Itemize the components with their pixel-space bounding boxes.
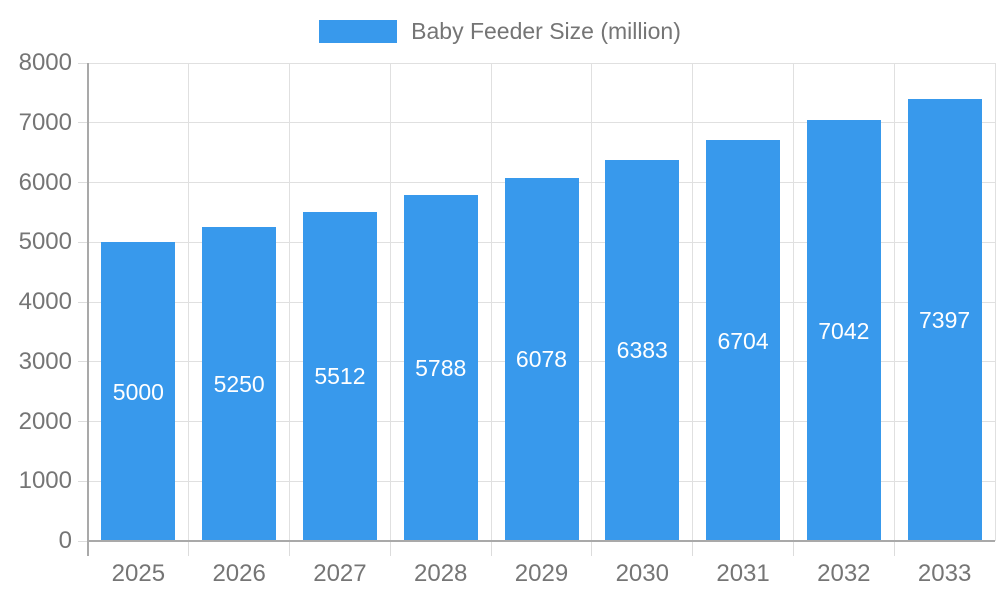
bar [504,177,579,540]
x-axis-label: 2026 [212,560,266,587]
bar-value-label: 5788 [415,355,467,382]
v-gridline [188,63,190,541]
x-axis-label: 2025 [111,560,166,587]
y-axis-tick [78,182,88,183]
bar [806,120,881,540]
v-gridline [893,63,895,541]
y-axis-tick [78,241,88,243]
bar [202,227,277,540]
x-axis-tick [389,541,391,556]
x-axis-tick [591,541,593,556]
x-axis-line [88,540,995,542]
v-gridline [994,63,996,541]
x-axis-label: 2031 [716,560,770,587]
y-axis-label: 6000 [18,168,72,196]
bar-value-label: 6704 [717,327,769,354]
y-axis-label: 5000 [18,228,72,256]
bar-value-label: 5250 [213,371,265,398]
y-axis-tick [78,540,88,542]
v-gridline [792,63,794,541]
x-axis-label: 2028 [414,560,468,587]
y-axis-label: 3000 [18,347,72,375]
x-axis-tick [792,541,794,556]
y-axis-label: 4000 [18,288,72,315]
y-axis-tick [78,122,88,124]
y-axis-label: 7000 [18,108,72,136]
bar-value-label: 7397 [919,307,971,333]
x-axis-tick [893,541,895,556]
y-axis-line [87,63,89,556]
v-gridline [692,63,694,541]
x-axis-label: 2029 [514,560,569,587]
x-axis-label: 2032 [817,560,871,587]
bar [403,195,478,540]
x-axis-tick [692,541,694,556]
legend-swatch [319,19,398,43]
y-axis-tick [78,361,88,363]
x-axis-tick [188,541,190,556]
v-gridline [289,63,291,541]
x-axis-tick [289,541,291,556]
legend-label: Baby Feeder Size (million) [411,18,681,44]
bar-value-label: 5000 [112,378,164,405]
bar [907,99,982,540]
v-gridline [389,63,391,541]
x-axis-label: 2030 [615,560,669,587]
bar [605,159,680,540]
x-axis-label: 2033 [917,560,972,587]
bar-value-label: 7042 [818,317,870,344]
bar-value-label: 5512 [314,363,366,390]
legend: Baby Feeder Size (million) [0,18,1000,44]
x-axis-tick [490,541,492,556]
y-axis-label: 0 [58,527,72,554]
bar-value-label: 6383 [616,337,668,364]
y-axis-tick [78,62,88,64]
y-axis-label: 8000 [18,49,72,76]
bar [302,211,377,540]
bar-value-label: 6078 [515,346,568,373]
h-gridline [88,62,995,64]
y-axis-tick [78,480,88,482]
y-axis-tick [78,421,88,422]
v-gridline [591,63,593,541]
bar [706,140,781,540]
y-axis-label: 2000 [18,407,72,435]
x-axis-label: 2027 [313,560,367,587]
y-axis-label: 1000 [18,467,72,495]
y-axis-tick [78,301,88,303]
h-gridline [88,122,995,124]
v-gridline [490,63,492,541]
bar [101,242,176,540]
